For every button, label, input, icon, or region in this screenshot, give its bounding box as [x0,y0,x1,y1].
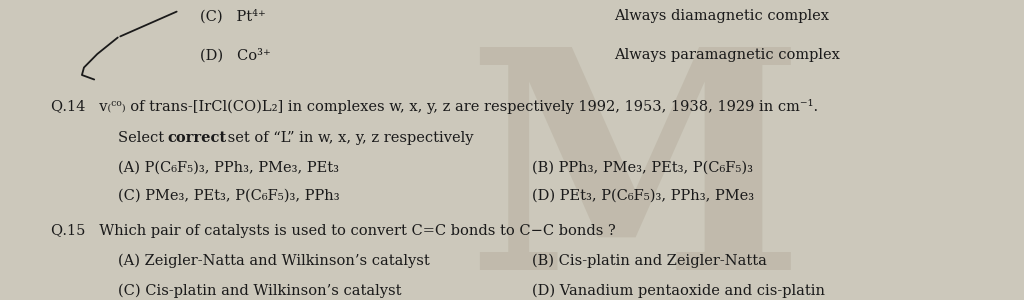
Text: (A) Zeigler-Natta and Wilkinson’s catalyst: (A) Zeigler-Natta and Wilkinson’s cataly… [118,254,429,268]
Text: (D) Vanadium pentaoxide and cis-platin: (D) Vanadium pentaoxide and cis-platin [532,284,825,298]
Text: set of “L” in w, x, y, z respectively: set of “L” in w, x, y, z respectively [223,130,474,145]
Text: (C) PMe₃, PEt₃, P(C₆F₅)₃, PPh₃: (C) PMe₃, PEt₃, P(C₆F₅)₃, PPh₃ [118,189,339,203]
Text: (B) Cis-platin and Zeigler-Natta: (B) Cis-platin and Zeigler-Natta [532,254,767,268]
Text: M: M [466,38,804,300]
Text: (D) PEt₃, P(C₆F₅)₃, PPh₃, PMe₃: (D) PEt₃, P(C₆F₅)₃, PPh₃, PMe₃ [532,189,755,203]
Text: correct: correct [167,130,226,145]
Text: Q.14   v₍ᶜᵒ₎ of trans-[IrCl(CO)L₂] in complexes w, x, y, z are respectively 1992: Q.14 v₍ᶜᵒ₎ of trans-[IrCl(CO)L₂] in comp… [51,99,818,114]
Text: Select: Select [118,130,169,145]
Text: (B) PPh₃, PMe₃, PEt₃, P(C₆F₅)₃: (B) PPh₃, PMe₃, PEt₃, P(C₆F₅)₃ [532,160,754,175]
Text: (A) P(C₆F₅)₃, PPh₃, PMe₃, PEt₃: (A) P(C₆F₅)₃, PPh₃, PMe₃, PEt₃ [118,160,339,175]
Text: (C)   Pt⁴⁺: (C) Pt⁴⁺ [200,9,265,23]
Text: (D)   Co³⁺: (D) Co³⁺ [200,48,270,62]
Text: (C) Cis-platin and Wilkinson’s catalyst: (C) Cis-platin and Wilkinson’s catalyst [118,284,401,298]
Text: Always diamagnetic complex: Always diamagnetic complex [614,9,829,23]
Text: Always paramagnetic complex: Always paramagnetic complex [614,48,841,62]
Text: Q.15   Which pair of catalysts is used to convert C=C bonds to C−C bonds ?: Q.15 Which pair of catalysts is used to … [51,224,616,238]
